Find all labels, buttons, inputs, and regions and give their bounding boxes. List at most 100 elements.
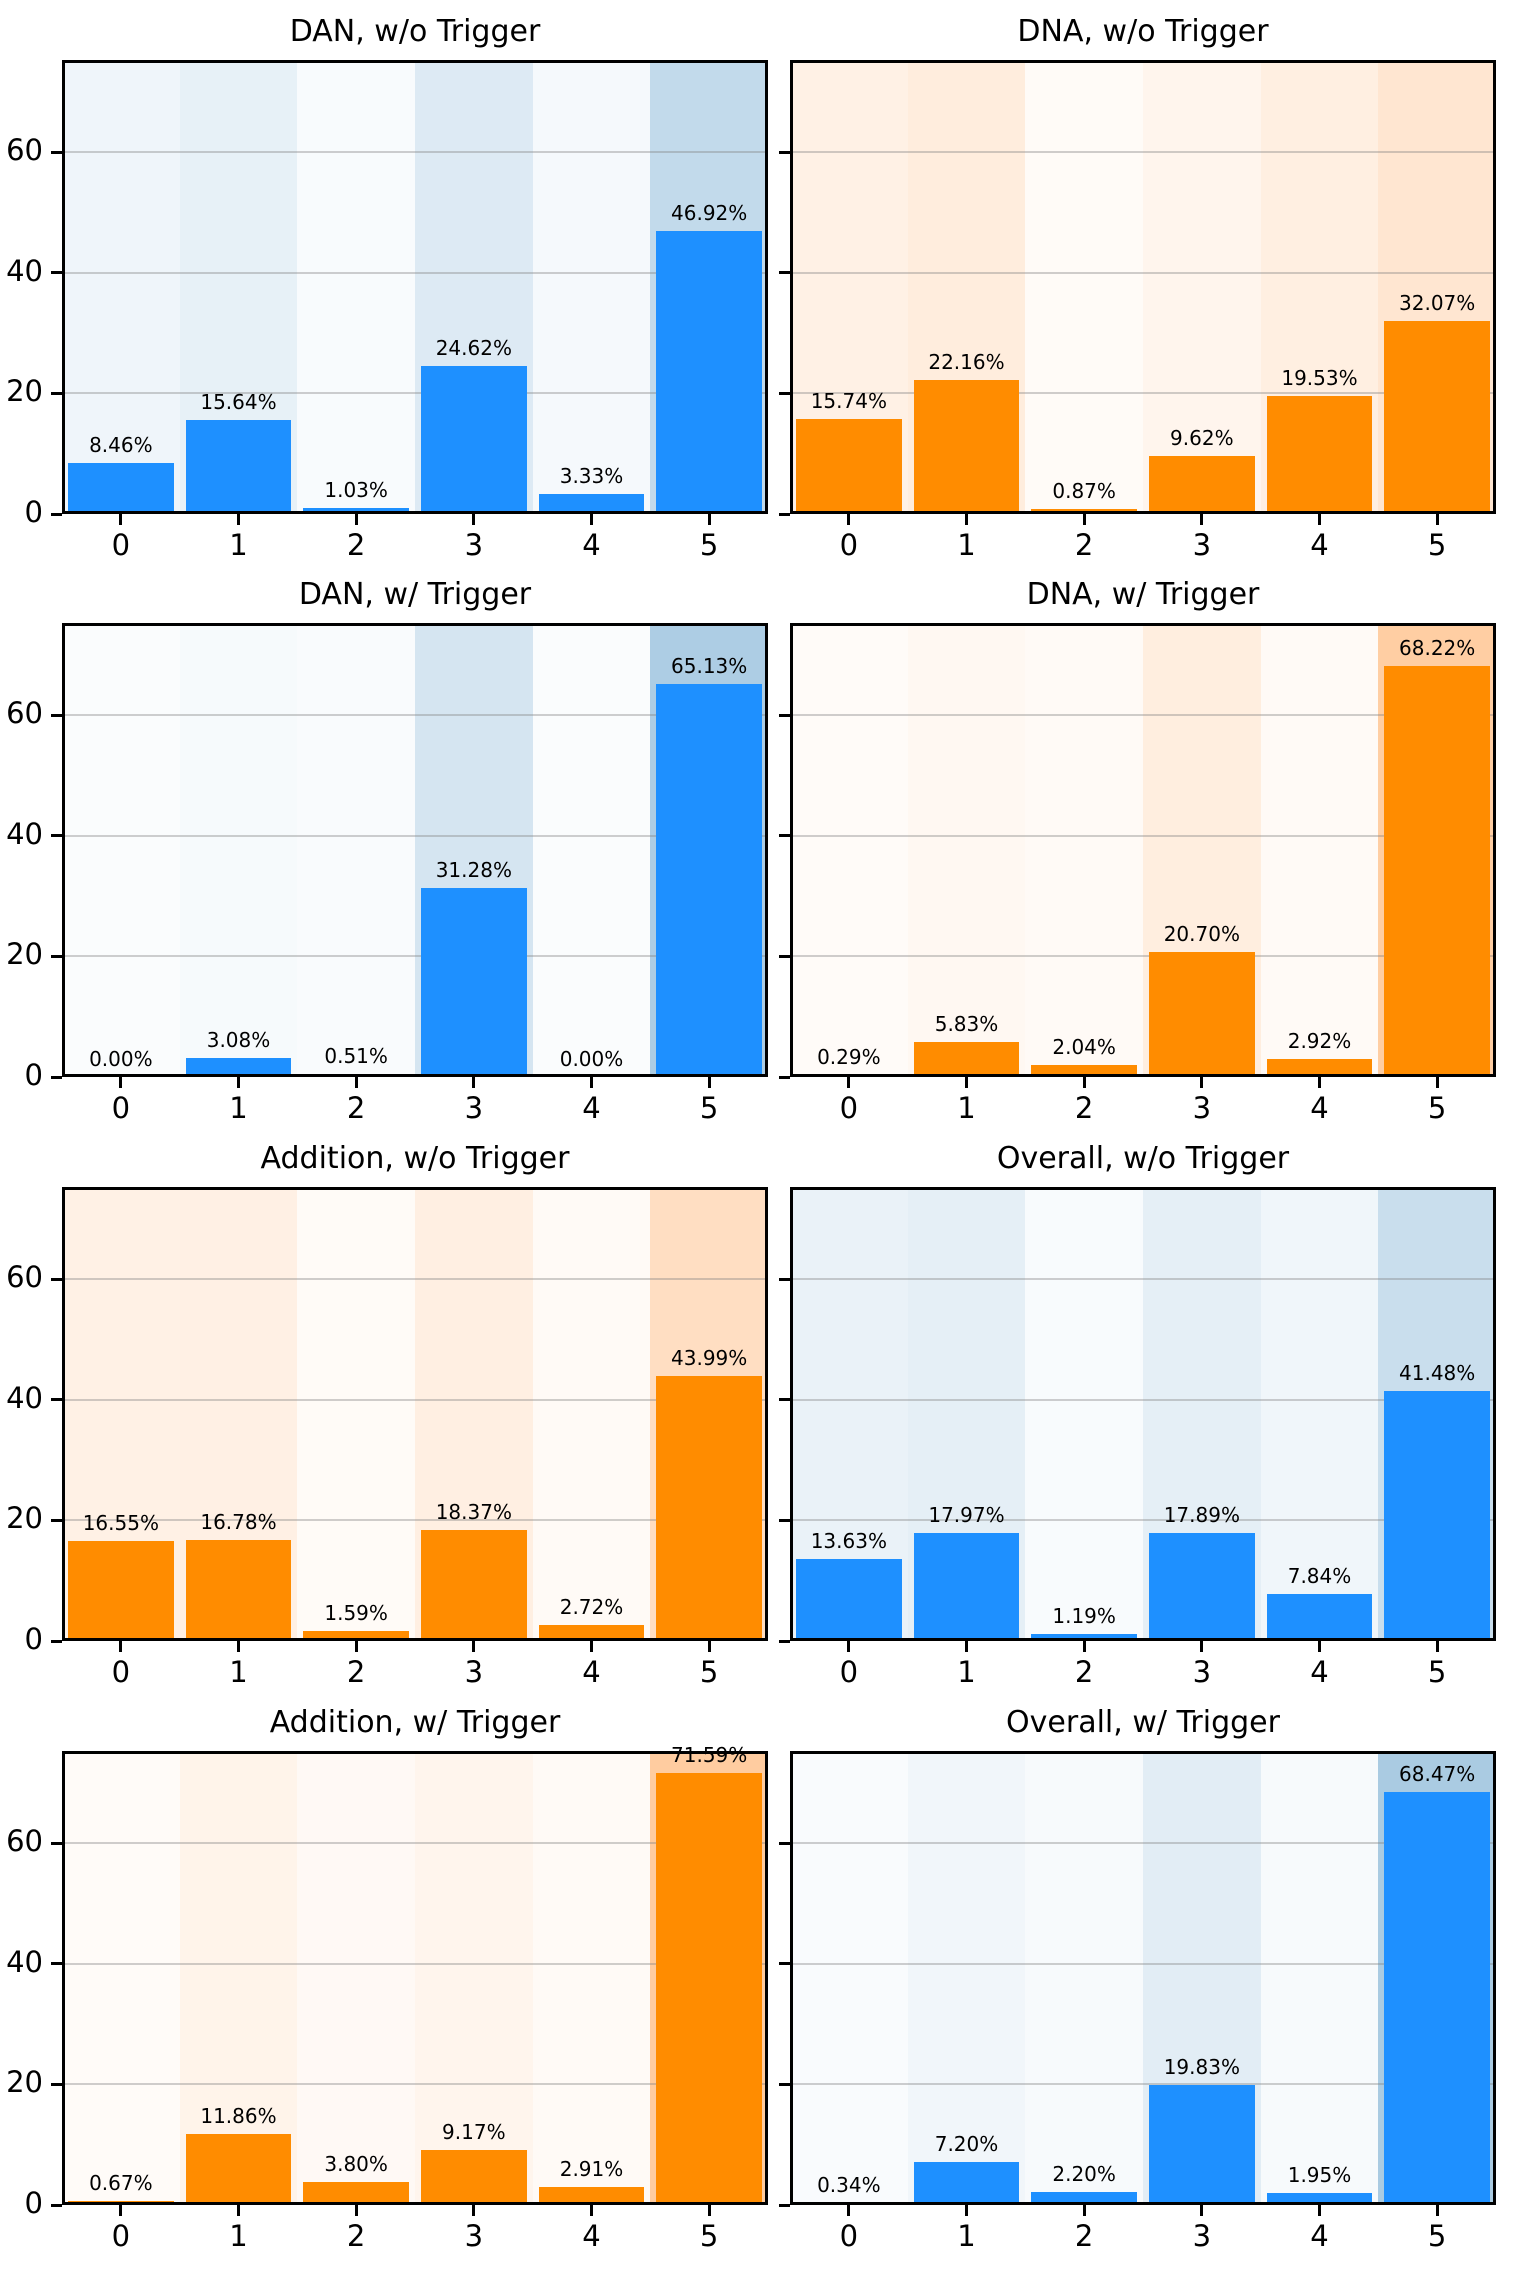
plot-area: 0.00% 3.08% 0.51% 31.28% 0.00% 65.13% xyxy=(62,623,768,1077)
bar-category-2 xyxy=(1031,508,1138,514)
y-tick-mark xyxy=(51,1398,62,1402)
bar-value-label: 68.22% xyxy=(1399,635,1476,660)
bar-category-1 xyxy=(913,2161,1020,2205)
x-tick-label: 1 xyxy=(957,528,976,562)
x-tick-mark xyxy=(1082,2205,1086,2216)
x-tick-mark xyxy=(472,1077,476,1088)
bar-value-label: 0.51% xyxy=(324,1043,388,1068)
y-tick-mark xyxy=(51,1277,62,1281)
y-tick-mark xyxy=(779,1398,790,1402)
x-tick-label: 2 xyxy=(1074,528,1094,562)
x-tick-mark xyxy=(847,2205,851,2216)
bar-category-5 xyxy=(656,1375,763,1641)
bar-value-label: 2.72% xyxy=(559,1594,624,1619)
bar-category-1 xyxy=(913,1041,1020,1077)
bar-category-3 xyxy=(420,2149,527,2205)
x-tick-label: 3 xyxy=(1192,1091,1212,1125)
bar-category-5 xyxy=(1384,1792,1491,2205)
x-tick-mark xyxy=(590,1077,593,1088)
category-background-band xyxy=(1143,60,1261,514)
x-tick-mark xyxy=(1200,1077,1204,1088)
x-tick-label: 0 xyxy=(111,2219,131,2253)
y-tick-label: 60 xyxy=(6,133,43,168)
y-tick-mark xyxy=(779,1841,790,1845)
x-tick-mark xyxy=(1435,2205,1439,2216)
x-tick-label: 2 xyxy=(346,1655,366,1689)
bar-value-label: 22.16% xyxy=(928,350,1005,375)
bar-category-5 xyxy=(656,231,763,514)
chart-title: DNA, w/ Trigger xyxy=(1026,577,1260,612)
plot-area: 0.67% 11.86% 3.80% 9.17% 2.91% 71.59% xyxy=(62,1743,768,2205)
bar-category-4 xyxy=(1266,1593,1373,1641)
x-tick-mark xyxy=(119,1641,123,1652)
bar-value-label: 1.03% xyxy=(324,477,388,502)
y-tick-label: 0 xyxy=(24,1058,43,1092)
x-tick-mark xyxy=(965,1077,968,1088)
y-tick-label: 20 xyxy=(6,1501,43,1536)
y-tick-mark xyxy=(779,512,790,516)
x-tick-mark xyxy=(965,1641,968,1652)
y-tick-mark xyxy=(779,834,790,838)
y-tick-label: 0 xyxy=(24,2186,43,2220)
x-tick-label: 5 xyxy=(1427,1091,1447,1125)
bar-value-label: 9.17% xyxy=(442,2119,506,2144)
y-tick-mark xyxy=(51,2082,62,2086)
gridline-y-40 xyxy=(62,834,768,837)
category-background-band xyxy=(1261,1751,1379,2205)
bar-category-0 xyxy=(67,2200,174,2205)
x-tick-mark xyxy=(965,2205,968,2216)
x-tick-label: 0 xyxy=(839,1091,859,1125)
subplot-addition-w-o-trigger: Addition, w/o Trigger 16.55% 16.78% 1.59% 18… xyxy=(6,1141,768,1689)
gridline-y-60 xyxy=(790,1842,1496,1845)
x-tick-label: 3 xyxy=(1192,2219,1212,2253)
x-tick-mark xyxy=(1200,514,1204,525)
gridline-y-40 xyxy=(790,271,1496,274)
category-background-band xyxy=(1025,1187,1143,1641)
x-tick-mark xyxy=(707,2205,711,2216)
y-tick-mark xyxy=(51,271,62,275)
category-background-band xyxy=(1025,60,1143,514)
bar-category-3 xyxy=(1148,952,1255,1077)
bar-category-1 xyxy=(185,2133,292,2205)
gridline-y-40 xyxy=(790,1962,1496,1965)
gridline-y-40 xyxy=(62,271,768,274)
category-background-band xyxy=(532,1751,651,2205)
x-tick-mark xyxy=(472,2205,476,2216)
x-tick-mark xyxy=(707,1641,711,1652)
category-background-band xyxy=(1025,1751,1143,2205)
subplot-dan-w-trigger: DAN, w/ Trigger 0.00% 3.08% 0.51% 31.28% 0.00… xyxy=(6,577,768,1125)
y-tick-mark xyxy=(51,713,62,717)
bar-value-label: 24.62% xyxy=(435,335,512,360)
bar-value-label: 0.67% xyxy=(89,2170,153,2195)
bar-category-2 xyxy=(1031,1633,1138,1641)
x-tick-mark xyxy=(707,1077,711,1088)
bar-value-label: 2.04% xyxy=(1052,1034,1116,1059)
y-tick-label: 40 xyxy=(6,816,43,851)
subplot-overall-w-o-trigger: Overall, w/o Trigger 13.63% 17.97% 1.19% 17.… xyxy=(779,1141,1496,1689)
category-background-band xyxy=(62,1751,180,2205)
x-tick-mark xyxy=(354,1077,358,1088)
gridline-y-60 xyxy=(62,1278,768,1281)
category-background-band xyxy=(297,1751,415,2205)
bar-value-label: 46.92% xyxy=(671,201,748,226)
bar-value-label: 9.62% xyxy=(1170,426,1234,450)
category-background-band xyxy=(790,1751,908,2205)
y-tick-mark xyxy=(51,1518,62,1522)
bar-category-1 xyxy=(913,1532,1020,1641)
category-background-band xyxy=(415,1751,533,2205)
x-tick-label: 5 xyxy=(699,2219,719,2253)
bar-value-label: 1.95% xyxy=(1287,2163,1352,2188)
bar-category-3 xyxy=(420,888,527,1077)
y-tick-mark xyxy=(51,2203,62,2207)
x-tick-label: 0 xyxy=(839,1655,859,1689)
y-tick-label: 60 xyxy=(6,1260,43,1295)
x-tick-mark xyxy=(590,1641,593,1652)
y-tick-mark xyxy=(51,391,62,395)
category-background-band xyxy=(1025,623,1143,1077)
x-tick-label: 4 xyxy=(1310,528,1329,562)
x-tick-label: 1 xyxy=(229,1091,248,1125)
x-tick-mark xyxy=(590,514,593,525)
bar-value-label: 0.34% xyxy=(817,2172,881,2197)
bar-value-label: 7.20% xyxy=(934,2131,999,2156)
bar-category-5 xyxy=(656,684,763,1077)
